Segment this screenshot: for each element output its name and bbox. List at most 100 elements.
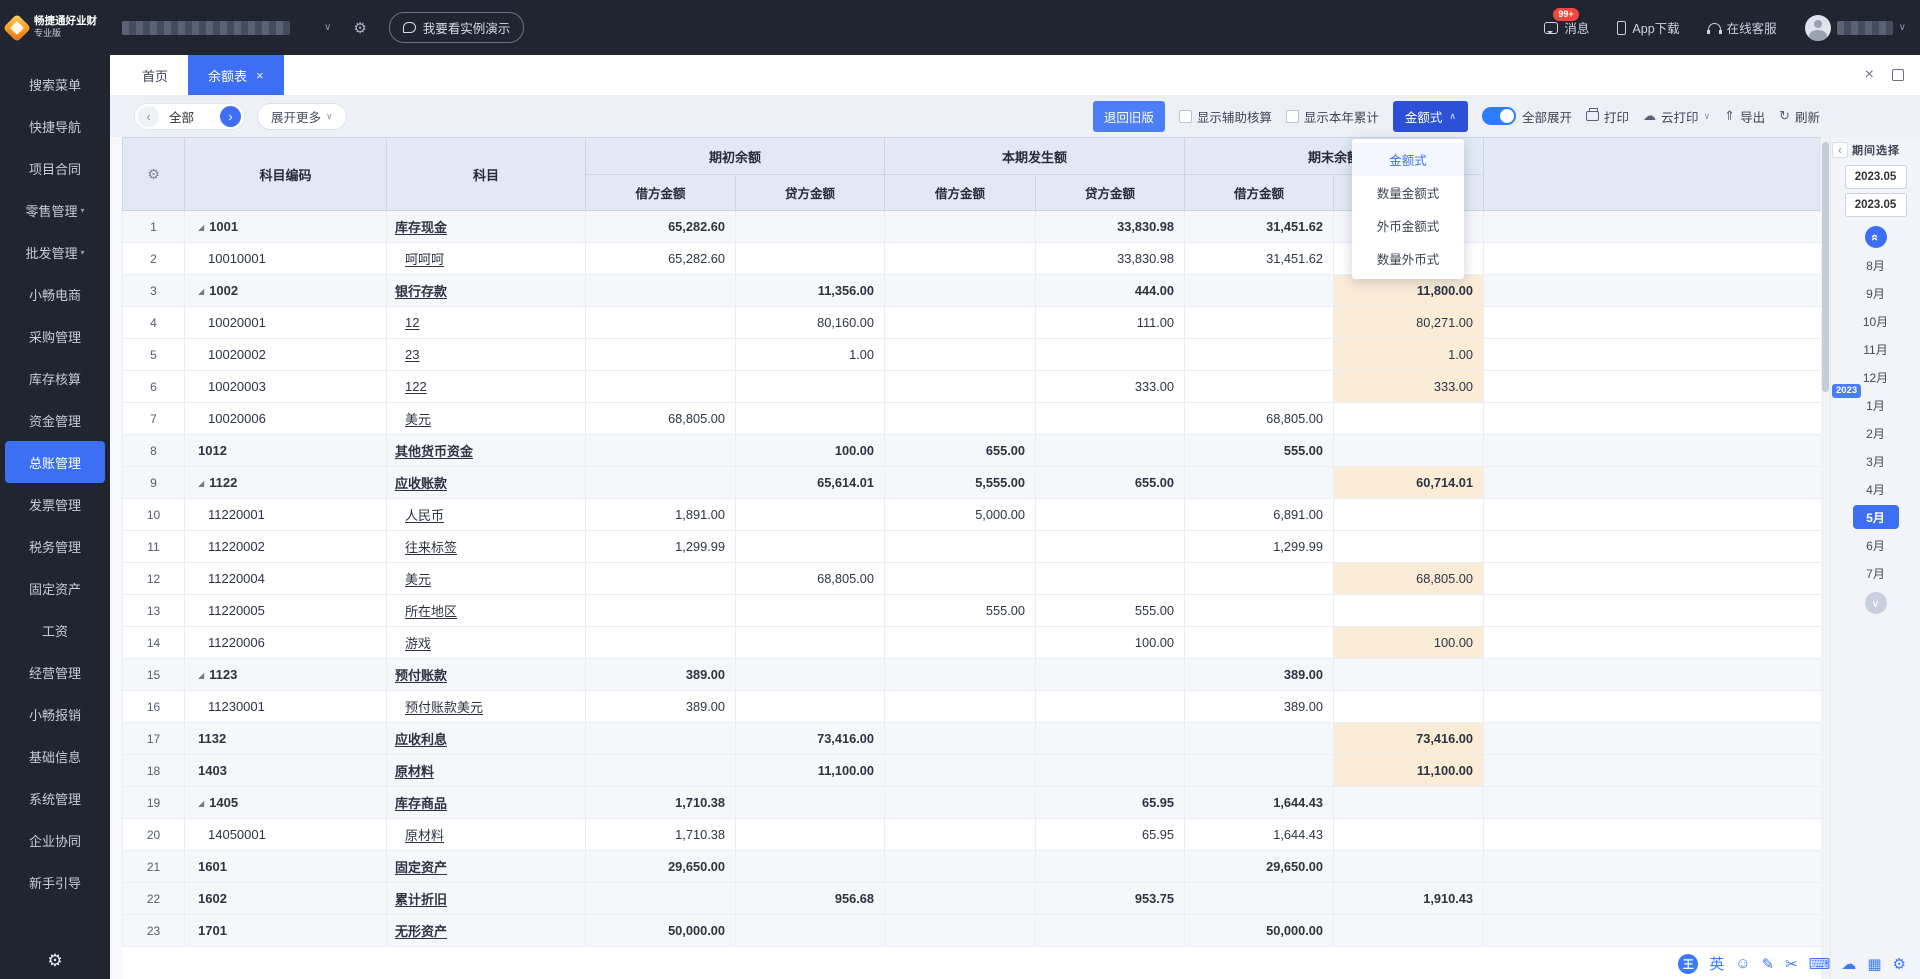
table-row[interactable]: 13 11220005 所在地区 555.00 555.00 (122, 594, 1821, 627)
sidebar-item-3[interactable]: 项目合同 (0, 147, 110, 189)
format-menu-item[interactable]: 数量金额式 (1376, 187, 1440, 201)
subject-link[interactable]: 无形资产 (395, 924, 448, 939)
settings-gear-icon[interactable]: ⚙ (353, 19, 367, 37)
sidebar-item-9[interactable]: 资金管理 (0, 399, 110, 441)
org-selector[interactable]: ∨ (122, 20, 331, 35)
sidebar-item-12[interactable]: 税务管理 (0, 525, 110, 567)
period-end[interactable]: 2023.05 (1844, 193, 1907, 217)
refresh-button[interactable]: ↻ 刷新 (1779, 107, 1820, 126)
checkbox-icon[interactable] (1285, 109, 1299, 123)
show-aux-checkbox[interactable]: 显示辅助核算 (1178, 107, 1272, 126)
table-row[interactable]: 21 1601 固定资产 29,650.00 29,650.00 (122, 850, 1821, 883)
table-row[interactable]: 23 1701 无形资产 50,000.00 50,000.00 (122, 914, 1821, 947)
scroll-down-button[interactable]: ∨ (1864, 592, 1887, 614)
table-row[interactable]: 10 11220001 人民币 1,891.00 5,000.00 6,891.00 (122, 498, 1821, 531)
expand-triangle-icon[interactable]: ◢ (198, 671, 205, 680)
tab-balance-sheet[interactable]: 余额表 × (188, 55, 284, 95)
table-row[interactable]: 2 10010001 呵呵呵 65,282.60 33,830.98 31,451.62 (122, 242, 1821, 275)
subject-link[interactable]: 其他货币资金 (395, 444, 474, 459)
subject-link[interactable]: 应收账款 (395, 476, 448, 491)
period-start[interactable]: 2023.05 (1844, 165, 1907, 189)
month-item[interactable]: 5月 (1852, 505, 1899, 529)
app-download-button[interactable]: App下载 (1617, 18, 1680, 37)
month-item[interactable]: 2月 (1866, 426, 1885, 441)
table-row[interactable]: 15 ◢ 1123 预付账款 389.00 389.00 (122, 658, 1821, 691)
next-icon[interactable]: › (220, 105, 242, 127)
format-menu-item[interactable]: 金额式 (1352, 143, 1464, 176)
sidebar-item-16[interactable]: 小畅报销 (0, 693, 110, 735)
scissors-icon[interactable]: ✂ (1785, 955, 1798, 973)
online-service-button[interactable]: 在线客服 (1706, 18, 1777, 37)
format-menu-item[interactable]: 数量外币式 (1376, 253, 1440, 267)
table-row[interactable]: 8 1012 其他货币资金 100.00 655.00 555.00 (122, 434, 1821, 467)
subject-link[interactable]: 美元 (405, 572, 432, 587)
format-menu-item[interactable]: 外币金额式 (1376, 220, 1440, 234)
cloud-icon[interactable]: ☁ (1841, 955, 1857, 973)
month-item[interactable]: 3月 (1866, 454, 1885, 469)
cloud-print-button[interactable]: ☁ 云打印 ∨ (1643, 107, 1710, 126)
subject-link[interactable]: 游戏 (405, 636, 432, 651)
sidebar-item-15[interactable]: 经营管理 (0, 651, 110, 693)
table-row[interactable]: 22 1602 累计折旧 956.68 953.75 1,910.43 (122, 882, 1821, 915)
header-account-code[interactable]: 科目编码 (184, 137, 387, 211)
month-item[interactable]: 6月 (1866, 538, 1885, 553)
sidebar-item-8[interactable]: 库存核算 (0, 357, 110, 399)
table-row[interactable]: 18 1403 原材料 11,100.00 11,100.00 (122, 754, 1821, 787)
subject-link[interactable]: 原材料 (405, 828, 445, 843)
sidebar-item-19[interactable]: 企业协同 (0, 819, 110, 861)
expand-triangle-icon[interactable]: ◢ (198, 799, 205, 808)
emoji-icon[interactable]: ☺ (1735, 955, 1751, 972)
sidebar-gear-icon[interactable]: ⚙ (47, 951, 63, 970)
sidebar-item-17[interactable]: 基础信息 (0, 735, 110, 777)
table-row[interactable]: 11 11220002 往来标签 1,299.99 1,299.99 (122, 530, 1821, 563)
sidebar-item-10[interactable]: 总账管理 (5, 441, 105, 483)
expand-triangle-icon[interactable]: ◢ (198, 479, 205, 488)
sidebar-item-20[interactable]: 新手引导 (0, 861, 110, 903)
subject-link[interactable]: 预付账款 (395, 668, 448, 683)
scroll-up-button[interactable]: « (1864, 226, 1887, 248)
sidebar-item-11[interactable]: 发票管理 (0, 483, 110, 525)
vertical-scrollbar[interactable] (1821, 137, 1830, 979)
scrollbar-thumb[interactable] (1822, 142, 1829, 392)
demo-link[interactable]: 我要看实例演示 (388, 12, 525, 43)
expand-all-toggle[interactable] (1482, 107, 1517, 125)
subject-link[interactable]: 美元 (405, 412, 432, 427)
table-row[interactable]: 5 10020002 23 1.00 1.00 (122, 338, 1821, 371)
grid-icon[interactable]: ▦ (1867, 955, 1882, 973)
checkbox-icon[interactable] (1178, 109, 1192, 123)
month-item[interactable]: 1月 (1866, 398, 1885, 413)
subject-link[interactable]: 库存商品 (395, 796, 448, 811)
print-button[interactable]: 打印 (1586, 107, 1629, 126)
header-current-credit[interactable]: 贷方金额 (1035, 174, 1186, 211)
table-row[interactable]: 1 ◢ 1001 库存现金 65,282.60 33,830.98 31,451.62 (122, 210, 1821, 243)
keyboard-icon[interactable]: ⌨ (1808, 955, 1831, 973)
sidebar-item-1[interactable]: 搜索菜单 (0, 63, 110, 105)
sidebar-item-5[interactable]: 批发管理 ▾ (0, 231, 110, 273)
month-item[interactable]: 12月 (1862, 370, 1889, 385)
expand-more-button[interactable]: 展开更多 ∨ (257, 102, 347, 130)
month-item[interactable]: 8月 (1866, 258, 1885, 273)
expand-triangle-icon[interactable]: ◢ (198, 287, 205, 296)
table-row[interactable]: 20 14050001 原材料 1,710.38 65.95 1,644.43 (122, 818, 1821, 851)
column-settings-gear-icon[interactable]: ⚙ (122, 137, 185, 211)
table-row[interactable]: 17 1132 应收利息 73,416.00 73,416.00 (122, 722, 1821, 755)
table-row[interactable]: 16 11230001 预付账款美元 389.00 389.00 (122, 690, 1821, 723)
gear-icon[interactable]: ⚙ (1892, 955, 1906, 973)
sidebar-item-14[interactable]: 工资 (0, 609, 110, 651)
english-lang-icon[interactable]: 英 (1709, 956, 1725, 973)
subject-link[interactable]: 预付账款美元 (405, 700, 484, 715)
subject-link[interactable]: 原材料 (395, 764, 435, 779)
month-item[interactable]: 7月 (1866, 566, 1885, 581)
header-opening-debit[interactable]: 借方金额 (585, 174, 736, 211)
subject-link[interactable]: 12 (405, 315, 420, 330)
header-opening-credit[interactable]: 贷方金额 (734, 174, 886, 211)
subject-link[interactable]: 呵呵呵 (405, 252, 445, 267)
pencil-icon[interactable]: ✎ (1761, 955, 1775, 973)
subject-link[interactable]: 23 (405, 347, 420, 362)
month-item[interactable]: 4月 (1866, 482, 1885, 497)
sidebar-item-13[interactable]: 固定资产 (0, 567, 110, 609)
sidebar-item-2[interactable]: 快捷导航 (0, 105, 110, 147)
table-row[interactable]: 12 11220004 美元 68,805.00 68,805.00 (122, 562, 1821, 595)
table-row[interactable]: 6 10020003 122 333.00 333.00 (122, 370, 1821, 403)
back-to-old-button[interactable]: 退回旧版 (1092, 100, 1165, 132)
